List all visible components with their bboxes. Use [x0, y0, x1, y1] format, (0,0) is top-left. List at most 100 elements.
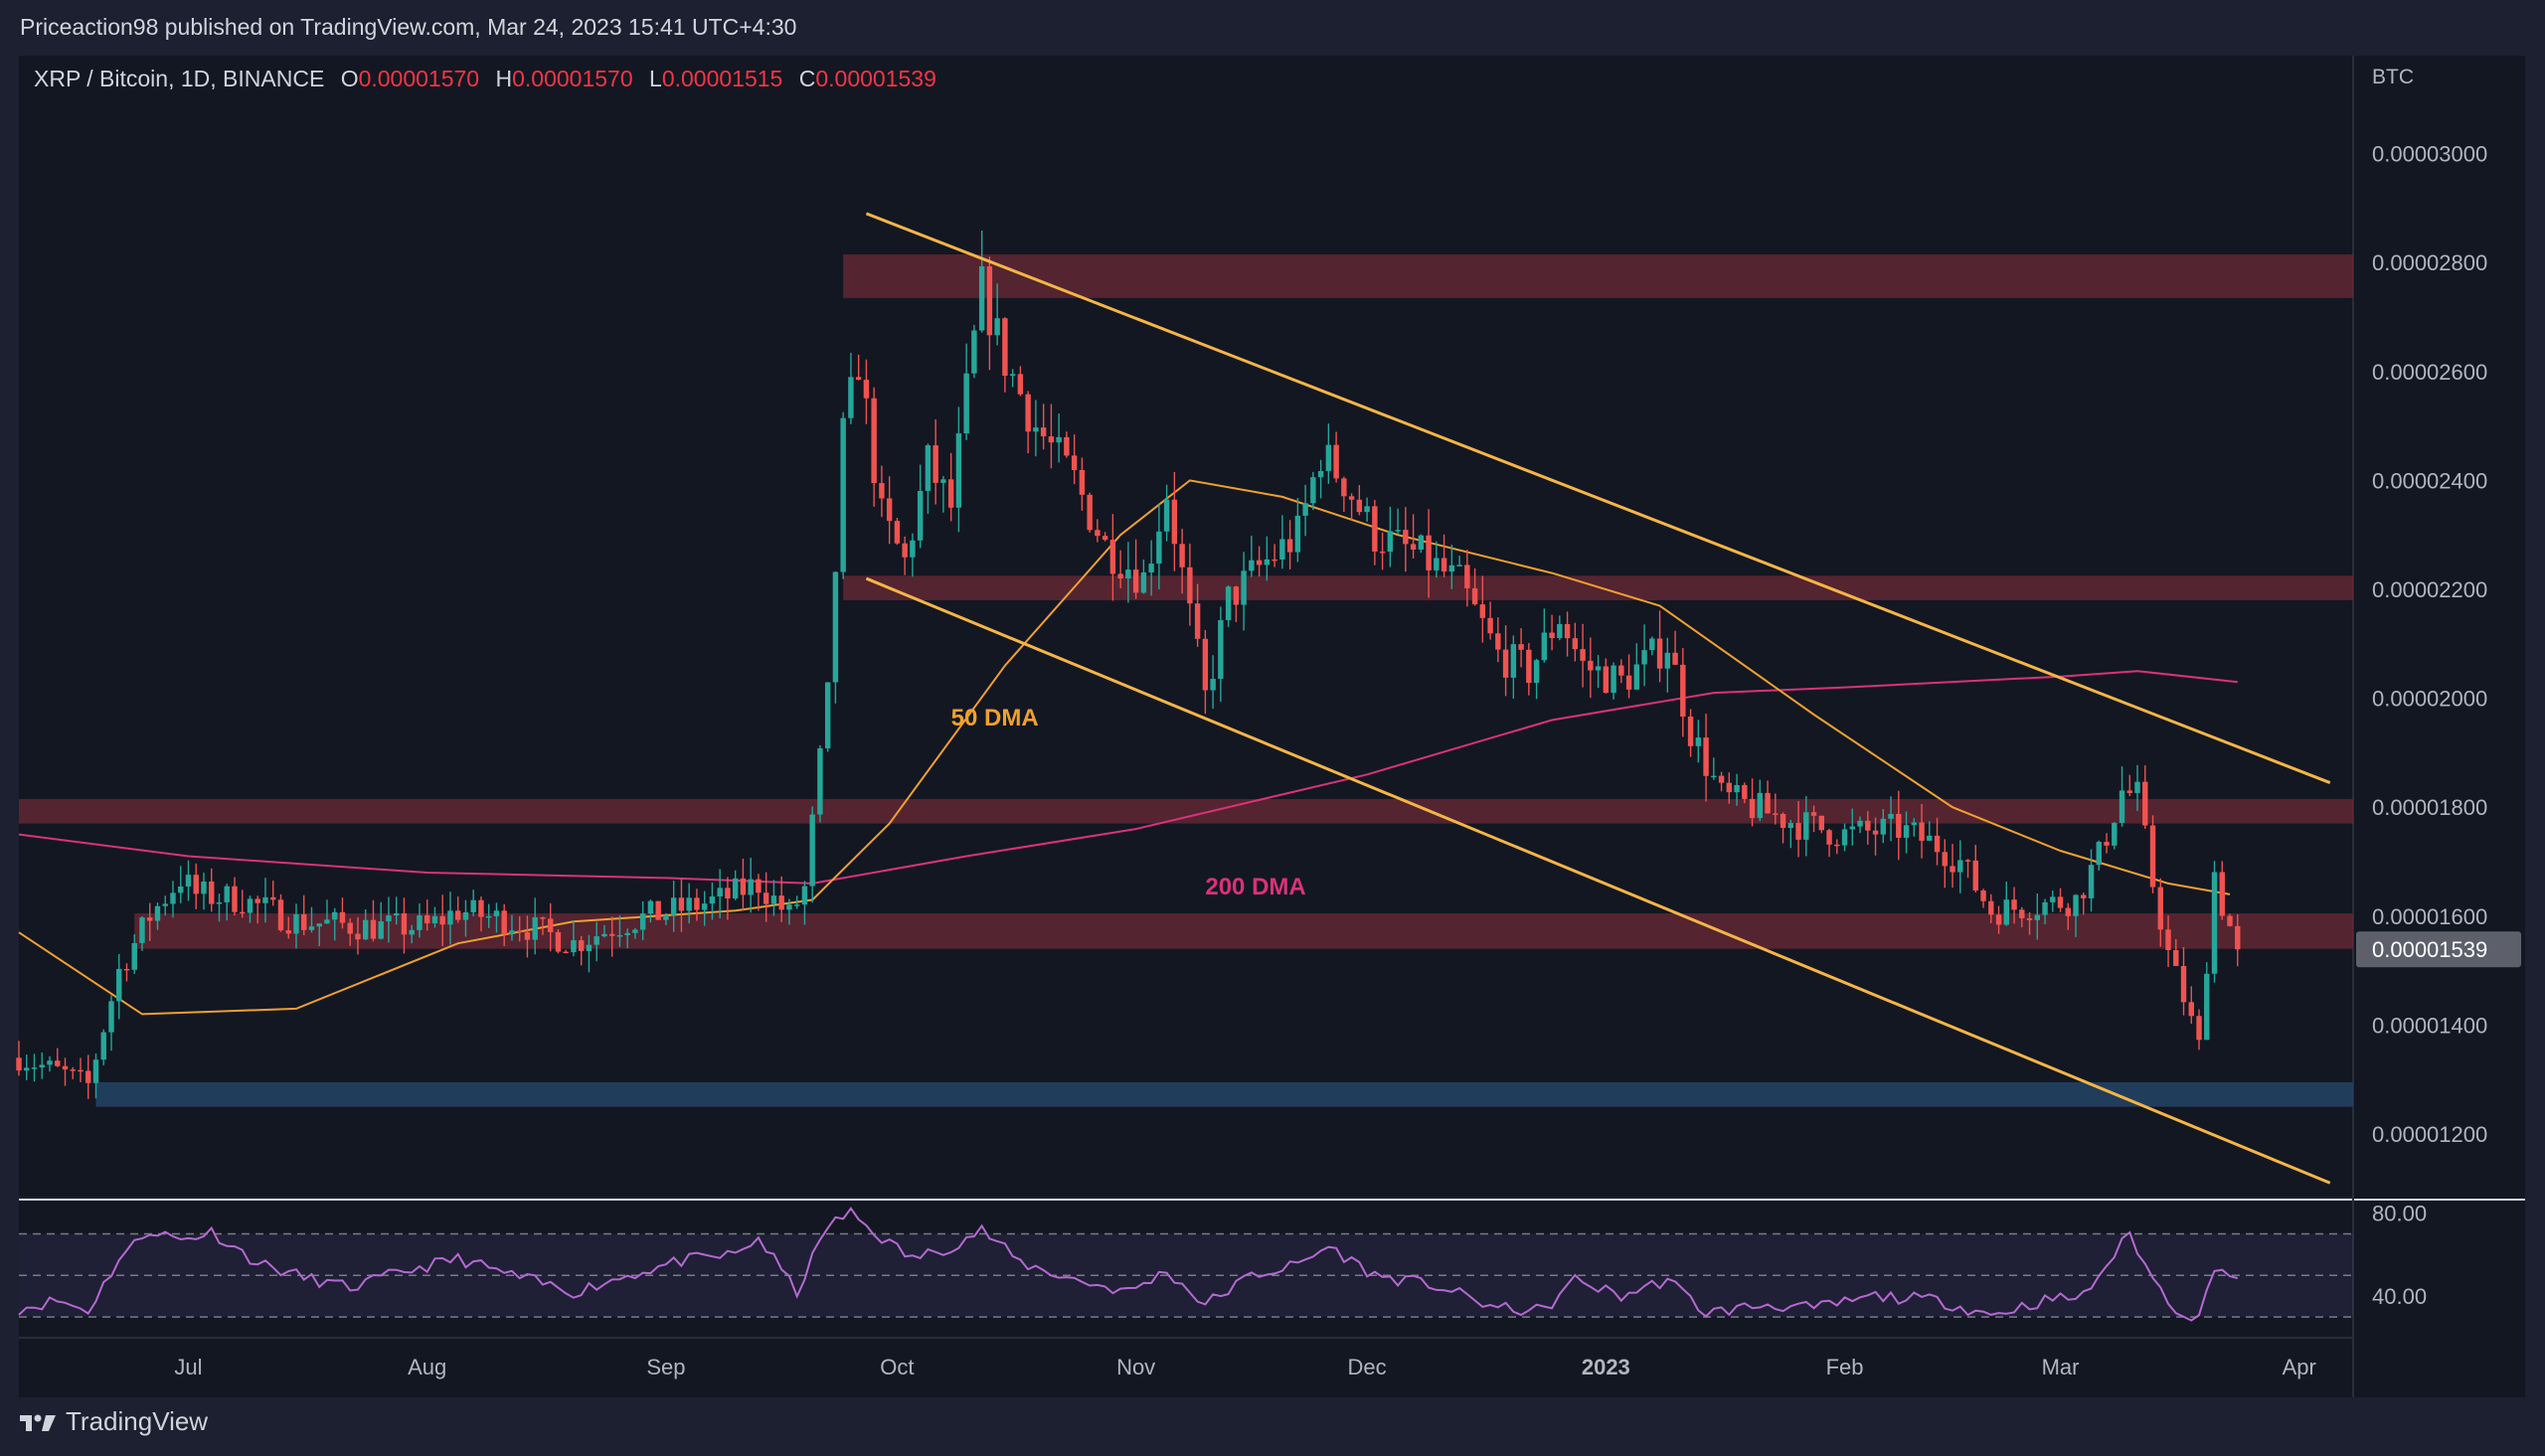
rsi-tick-label: 80.00	[2372, 1202, 2427, 1226]
candle-body	[1256, 560, 1263, 566]
candle-body	[247, 898, 254, 913]
symbol-title[interactable]: XRP / Bitcoin, 1D, BINANCE	[34, 66, 325, 91]
candle-body	[293, 913, 299, 934]
candle-body	[1441, 558, 1447, 572]
candle-body	[2173, 949, 2179, 967]
candle-body	[1033, 427, 1039, 432]
candle-body	[655, 900, 661, 920]
candle-body	[1950, 866, 1955, 873]
candle-body	[2011, 899, 2017, 910]
candle-body	[162, 903, 168, 906]
candle-body	[1056, 436, 1062, 443]
time-tick-label: Sep	[646, 1355, 685, 1379]
candle-body	[1140, 571, 1147, 593]
candle-body	[571, 940, 577, 953]
open-label: O	[340, 66, 359, 91]
candle-body	[2126, 790, 2132, 793]
annotation-label: 50 DMA	[951, 705, 1039, 731]
price-tick-label: 0.00001800	[2372, 795, 2487, 820]
candle-body	[31, 1067, 38, 1069]
candle-body	[670, 897, 677, 915]
candle-body	[578, 940, 585, 951]
candle-body	[409, 929, 415, 935]
candle-body	[1317, 470, 1324, 478]
candle-body	[316, 923, 322, 927]
candle-body	[1518, 644, 1524, 650]
high-value: 0.00001570	[512, 66, 633, 91]
candle-body	[1588, 660, 1594, 671]
candle-body	[978, 265, 985, 331]
candle-body	[1279, 539, 1285, 560]
candle-body	[154, 905, 161, 921]
candle-body	[1264, 559, 1271, 566]
candle-body	[1580, 649, 1586, 661]
candle-body	[485, 915, 492, 918]
candle-body	[1179, 544, 1185, 567]
rsi-layer: 40.00 80.00	[18, 1202, 2427, 1322]
candle-body	[16, 1057, 22, 1071]
candle-body	[447, 910, 453, 925]
candle-body	[1125, 569, 1131, 579]
candle-body	[663, 914, 669, 920]
candle-body	[1672, 652, 1678, 665]
rsi-line	[18, 1207, 2239, 1322]
candle-body	[1156, 531, 1162, 565]
candle-body	[1464, 565, 1470, 588]
last-price-badge	[2356, 931, 2521, 968]
resistance-zone	[19, 798, 2353, 824]
time-tick-label: Jul	[174, 1355, 202, 1379]
candle-body	[801, 886, 808, 905]
candle-body	[1364, 506, 1370, 513]
candle-body	[1803, 812, 1809, 840]
candle-body	[108, 1001, 114, 1033]
candle-body	[925, 445, 932, 491]
candle-body	[1726, 782, 1733, 793]
close-label: C	[798, 66, 816, 91]
candle-body	[1734, 784, 1740, 793]
candle-body	[832, 571, 839, 683]
dma-layer	[18, 479, 2238, 1016]
candle-body	[770, 895, 777, 904]
candle-body	[594, 936, 599, 945]
candle-body	[139, 917, 145, 943]
candle-body	[740, 878, 747, 895]
candle-body	[1849, 826, 1856, 830]
candle-body	[1017, 374, 1024, 395]
candles-layer	[16, 230, 2241, 1099]
candle-body	[324, 919, 330, 924]
candle-body	[1595, 666, 1602, 671]
candle-body	[756, 879, 762, 893]
candle-body	[185, 875, 192, 887]
candle-body	[1988, 900, 1994, 915]
main-pane-bg	[19, 56, 2353, 1197]
candle-body	[2104, 842, 2110, 846]
candle-body	[301, 913, 307, 930]
candle-body	[2096, 842, 2102, 866]
open-value: 0.00001570	[358, 66, 480, 91]
candle-body	[1418, 535, 1425, 551]
candle-body	[470, 899, 476, 912]
candle-body	[624, 932, 630, 935]
tradingview-logo[interactable]: TradingView	[18, 1406, 208, 1437]
candle-body	[947, 479, 954, 508]
candle-body	[1826, 830, 1832, 845]
candle-body	[1757, 792, 1764, 819]
candle-body	[347, 922, 353, 934]
candle-body	[431, 915, 438, 924]
candle-body	[2042, 901, 2048, 915]
candle-body	[1718, 775, 1725, 783]
candle-body	[378, 921, 384, 939]
candle-body	[509, 930, 515, 935]
candle-body	[1664, 652, 1671, 669]
candle-body	[85, 1070, 91, 1083]
candle-body	[1341, 478, 1347, 497]
candle-body	[285, 930, 291, 934]
candle-body	[2081, 894, 2087, 898]
candle-body	[240, 911, 246, 914]
candle-body	[586, 944, 593, 951]
candle-body	[855, 377, 862, 381]
candle-body	[1549, 632, 1555, 639]
candle-body	[1434, 558, 1440, 570]
candle-body	[1294, 515, 1301, 553]
